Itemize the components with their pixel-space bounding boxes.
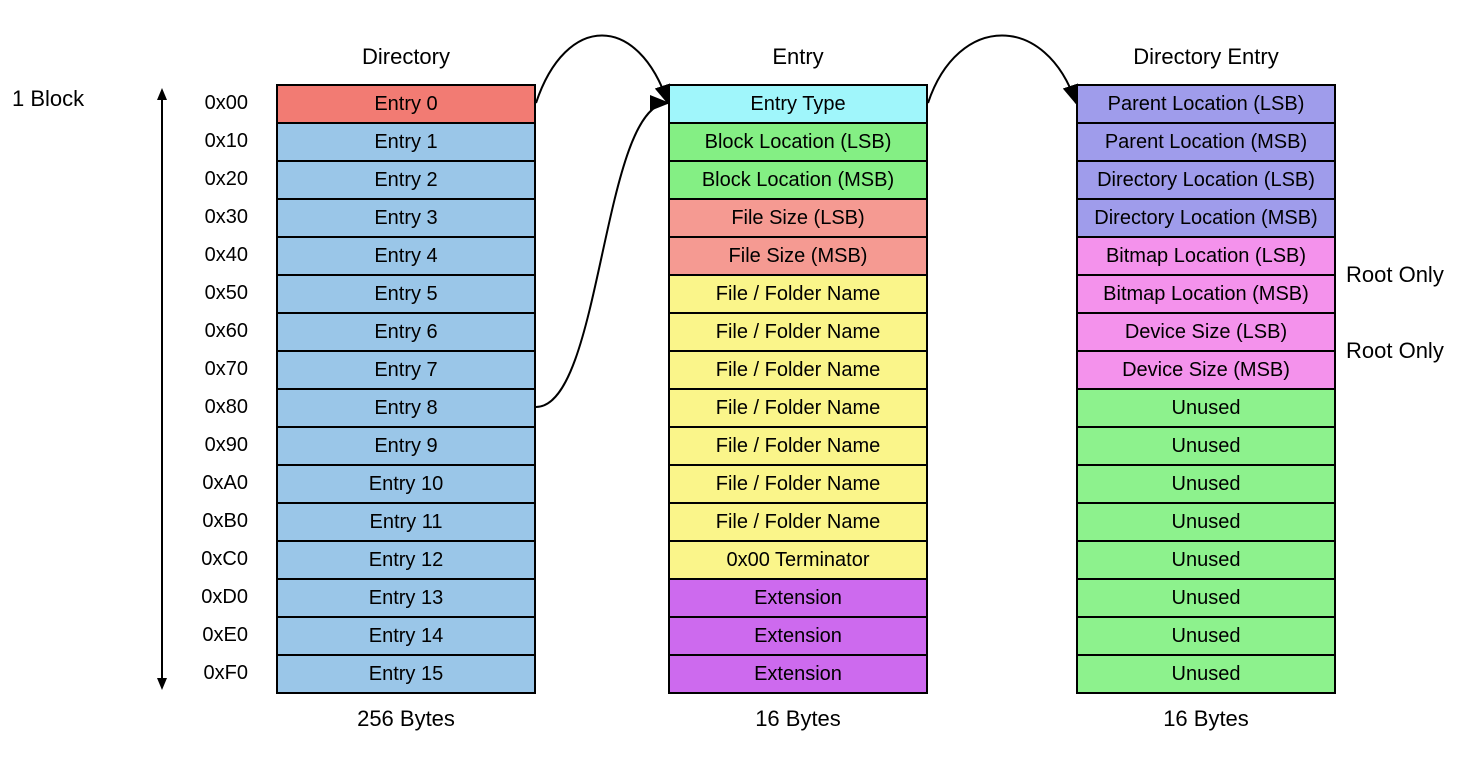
address-0x20: 0x20 [188,168,248,191]
directory-cell-9: Entry 9 [278,428,534,466]
directory-cell-0: Entry 0 [278,86,534,124]
address-0xE0: 0xE0 [188,624,248,647]
entry-cell-8: File / Folder Name [670,390,926,428]
address-0x90: 0x90 [188,434,248,457]
right-note-0: Root Only [1346,262,1444,288]
directory-entry-cell-9: Unused [1078,428,1334,466]
directory-entry-cell-5: Bitmap Location (MSB) [1078,276,1334,314]
directory-entry-cell-2: Directory Location (LSB) [1078,162,1334,200]
right-note-1: Root Only [1346,338,1444,364]
address-0xF0: 0xF0 [188,662,248,685]
entry-cell-5: File / Folder Name [670,276,926,314]
column-entry: Entry TypeBlock Location (LSB)Block Loca… [668,84,928,694]
entry-cell-0: Entry Type [670,86,926,124]
directory-cell-14: Entry 14 [278,618,534,656]
column-directory: Entry 0Entry 1Entry 2Entry 3Entry 4Entry… [276,84,536,694]
address-0x30: 0x30 [188,206,248,229]
address-0x60: 0x60 [188,320,248,343]
entry-cell-12: 0x00 Terminator [670,542,926,580]
block-size-label: 1 Block [12,86,84,112]
directory-entry-cell-0: Parent Location (LSB) [1078,86,1334,124]
entry-cell-11: File / Folder Name [670,504,926,542]
directory-cell-5: Entry 5 [278,276,534,314]
entry-cell-14: Extension [670,618,926,656]
directory-cell-4: Entry 4 [278,238,534,276]
address-0x40: 0x40 [188,244,248,267]
column-title-directory: Directory [276,44,536,70]
directory-entry-cell-6: Device Size (LSB) [1078,314,1334,352]
address-0x10: 0x10 [188,130,248,153]
directory-cell-7: Entry 7 [278,352,534,390]
column-footer-entry: 16 Bytes [668,706,928,732]
directory-entry-cell-13: Unused [1078,580,1334,618]
directory-cell-10: Entry 10 [278,466,534,504]
address-0x70: 0x70 [188,358,248,381]
column-footer-directory-entry: 16 Bytes [1076,706,1336,732]
directory-entry-cell-1: Parent Location (MSB) [1078,124,1334,162]
entry-cell-3: File Size (LSB) [670,200,926,238]
arrow-entry-to-direntry [928,36,1076,104]
entry-cell-2: Block Location (MSB) [670,162,926,200]
arrow-entry0-to-entry [536,36,668,104]
address-0xB0: 0xB0 [188,510,248,533]
directory-entry-cell-11: Unused [1078,504,1334,542]
directory-entry-cell-15: Unused [1078,656,1334,694]
directory-cell-2: Entry 2 [278,162,534,200]
column-footer-directory: 256 Bytes [276,706,536,732]
directory-entry-cell-12: Unused [1078,542,1334,580]
entry-cell-9: File / Folder Name [670,428,926,466]
directory-cell-6: Entry 6 [278,314,534,352]
directory-cell-12: Entry 12 [278,542,534,580]
address-0xD0: 0xD0 [188,586,248,609]
directory-entry-cell-8: Unused [1078,390,1334,428]
entry-cell-10: File / Folder Name [670,466,926,504]
entry-cell-1: Block Location (LSB) [670,124,926,162]
entry-cell-13: Extension [670,580,926,618]
directory-entry-cell-14: Unused [1078,618,1334,656]
entry-cell-4: File Size (MSB) [670,238,926,276]
entry-cell-15: Extension [670,656,926,694]
directory-cell-15: Entry 15 [278,656,534,694]
directory-entry-cell-3: Directory Location (MSB) [1078,200,1334,238]
directory-cell-11: Entry 11 [278,504,534,542]
column-title-entry: Entry [668,44,928,70]
address-0xA0: 0xA0 [188,472,248,495]
address-0x00: 0x00 [188,92,248,115]
entry-cell-6: File / Folder Name [670,314,926,352]
column-directory-entry: Parent Location (LSB)Parent Location (MS… [1076,84,1336,694]
directory-cell-8: Entry 8 [278,390,534,428]
address-0x50: 0x50 [188,282,248,305]
column-title-directory-entry: Directory Entry [1076,44,1336,70]
directory-cell-13: Entry 13 [278,580,534,618]
directory-entry-cell-4: Bitmap Location (LSB) [1078,238,1334,276]
directory-entry-cell-10: Unused [1078,466,1334,504]
directory-cell-3: Entry 3 [278,200,534,238]
address-0x80: 0x80 [188,396,248,419]
entry-cell-7: File / Folder Name [670,352,926,390]
address-0xC0: 0xC0 [188,548,248,571]
directory-entry-cell-7: Device Size (MSB) [1078,352,1334,390]
arrow-entry8-to-entry [536,103,668,407]
directory-cell-1: Entry 1 [278,124,534,162]
